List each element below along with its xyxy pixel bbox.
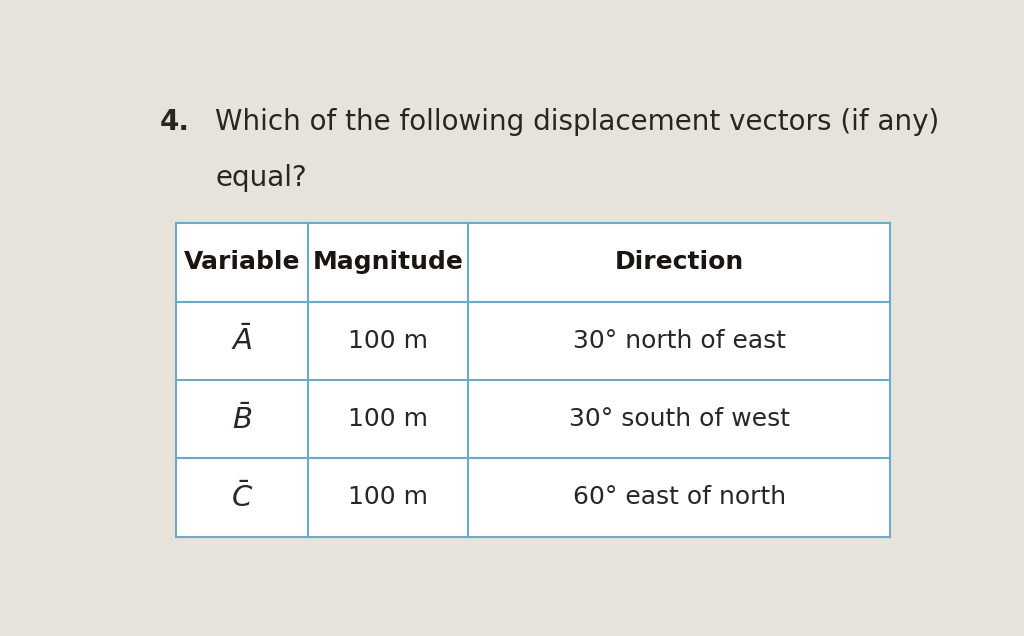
Text: Magnitude: Magnitude: [312, 251, 464, 274]
Text: Which of the following displacement vectors (if any): Which of the following displacement vect…: [215, 108, 940, 136]
Text: 30° south of west: 30° south of west: [568, 407, 790, 431]
Text: 30° north of east: 30° north of east: [572, 329, 785, 353]
Text: $\bar{B}$: $\bar{B}$: [231, 404, 252, 434]
Text: 60° east of north: 60° east of north: [572, 485, 785, 509]
Text: 100 m: 100 m: [348, 485, 428, 509]
Text: 100 m: 100 m: [348, 407, 428, 431]
Text: 100 m: 100 m: [348, 329, 428, 353]
Text: Direction: Direction: [614, 251, 743, 274]
Text: Variable: Variable: [183, 251, 300, 274]
Text: equal?: equal?: [215, 165, 307, 193]
Text: $\bar{C}$: $\bar{C}$: [230, 482, 253, 513]
Text: $\bar{A}$: $\bar{A}$: [231, 326, 253, 356]
Text: 4.: 4.: [160, 108, 189, 136]
Bar: [176, 223, 890, 537]
